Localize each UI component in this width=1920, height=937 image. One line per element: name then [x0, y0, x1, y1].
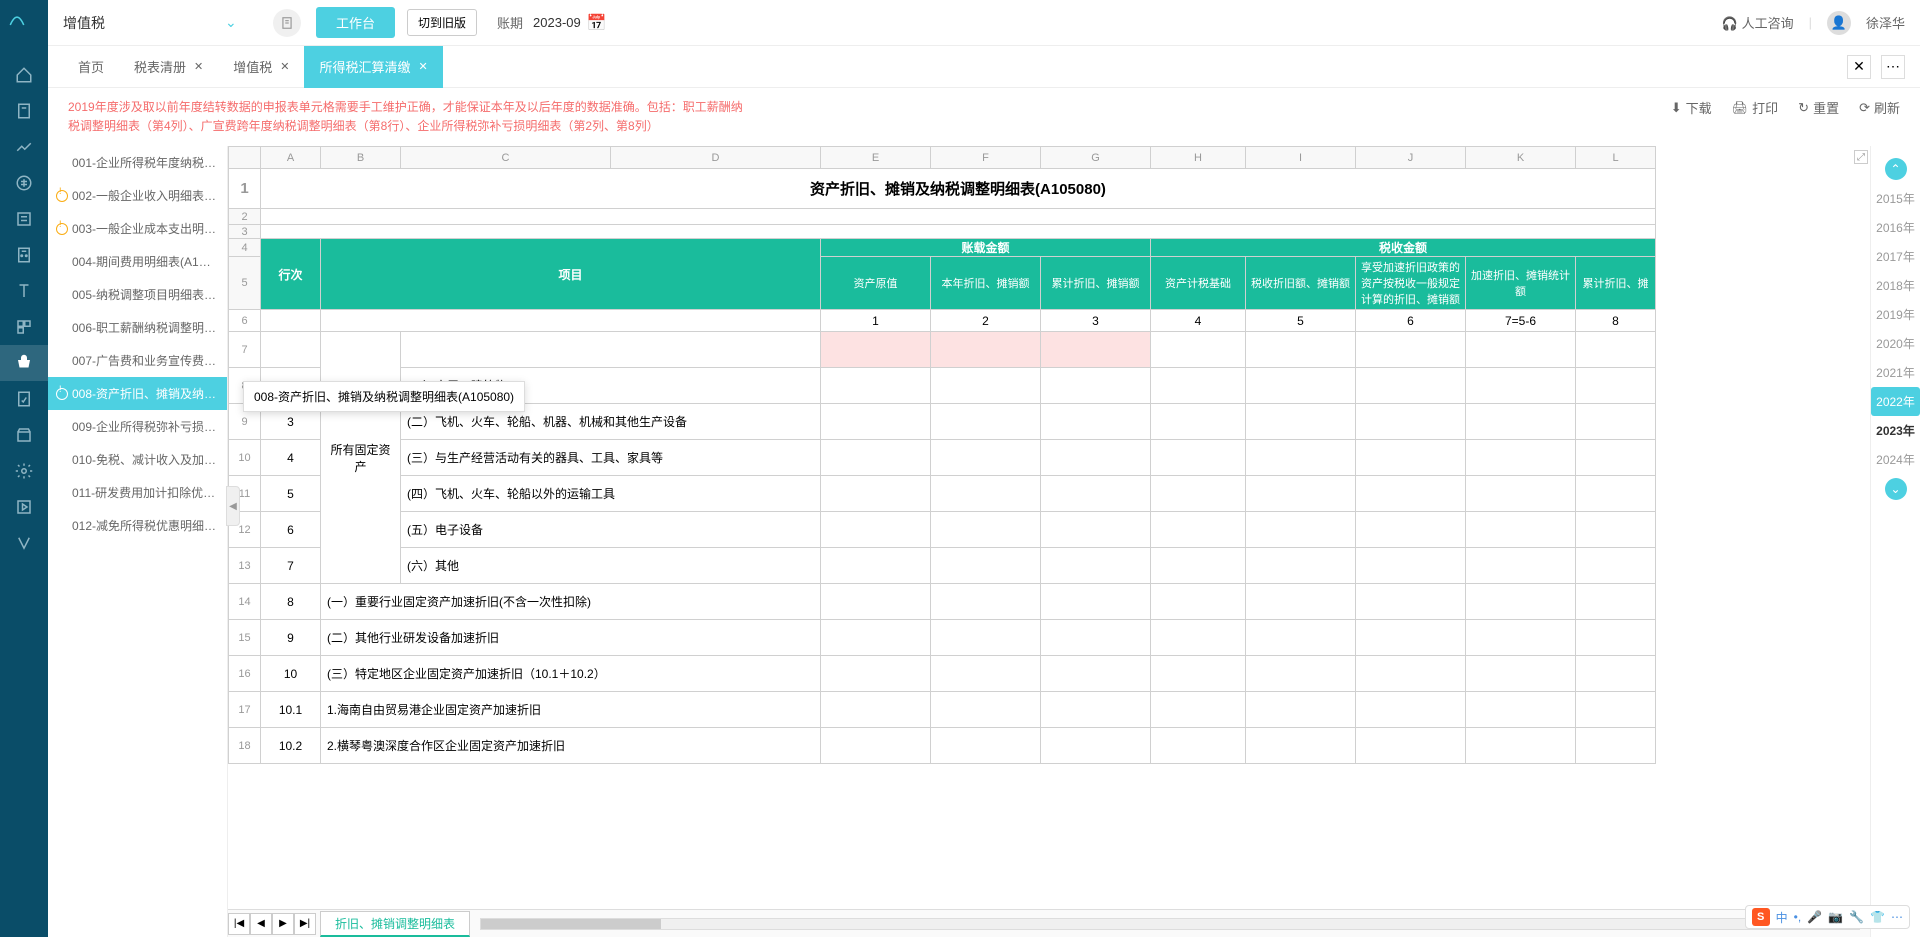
form-list-item[interactable]: 012-减免所得税优惠明细表(... [48, 509, 227, 542]
nav-report-icon[interactable] [0, 381, 48, 417]
nav-list-icon[interactable] [0, 201, 48, 237]
switch-old-button[interactable]: 切到旧版 [407, 9, 477, 36]
tab[interactable]: 增值税✕ [218, 46, 304, 88]
table-row[interactable]: 104(三）与生产经营活动有关的器具、工具、家具等 [229, 440, 1656, 476]
tab[interactable]: 税表清册✕ [119, 46, 218, 88]
tab-close-icon[interactable]: ✕ [280, 60, 289, 73]
form-list-item[interactable]: 006-职工薪酬纳税调整明细... [48, 311, 227, 344]
nav-play-icon[interactable] [0, 489, 48, 525]
year-item[interactable]: 2020年 [1876, 329, 1915, 358]
sheet-first-button[interactable]: |◀ [228, 913, 250, 935]
form-list-item[interactable]: 009-企业所得税弥补亏损明... [48, 410, 227, 443]
form-list-item[interactable]: 005-纳税调整项目明细表(A1... [48, 278, 227, 311]
tabs-more-button[interactable]: ⋯ [1881, 55, 1905, 79]
table-row[interactable]: 1610(三）特定地区企业固定资产加速折旧（10.1＋10.2） [229, 656, 1656, 692]
year-item[interactable]: 2017年 [1876, 242, 1915, 271]
reset-button[interactable]: ↻ 重置 [1798, 98, 1839, 117]
username[interactable]: 徐泽华 [1866, 13, 1905, 32]
form-list-item[interactable]: 004-期间费用明细表(A1040... [48, 245, 227, 278]
form-list-item[interactable]: 003-一般企业成本支出明细... [48, 212, 227, 245]
collapse-sidebar-handle[interactable]: ◀ [226, 486, 240, 526]
print-button[interactable]: 🖨 打印 [1732, 98, 1779, 117]
nav-home-icon[interactable] [0, 57, 48, 93]
tab-close-icon[interactable]: ✕ [194, 60, 203, 73]
nav-v-icon[interactable] [0, 525, 48, 561]
nav-archive-icon[interactable] [0, 417, 48, 453]
column-headers: A B C D E F G H I J K L [229, 147, 1656, 169]
header: 增值税 ⌄ 工作台 切到旧版 账期 2023-09 📅 🎧 人工咨询 | 👤 徐… [48, 0, 1920, 46]
table-row[interactable]: 137(六）其他 [229, 548, 1656, 584]
form-list-item[interactable]: 010-免税、减计收入及加计... [48, 443, 227, 476]
tab-close-icon[interactable]: ✕ [419, 60, 428, 73]
sheet-next-button[interactable]: ▶ [272, 913, 294, 935]
period-label: 账期 [497, 13, 523, 32]
year-item[interactable]: 2018年 [1876, 271, 1915, 300]
spreadsheet[interactable]: ⤢ A B C D E F G H I J [228, 146, 1870, 909]
table-row[interactable]: 7所有固定资产 [229, 332, 1656, 368]
sheet-tab[interactable]: 折旧、摊销调整明细表 [320, 911, 470, 937]
nav-chart-icon[interactable] [0, 129, 48, 165]
tax-type-selector[interactable]: 增值税 ⌄ [63, 13, 263, 33]
form-list: 001-企业所得税年度纳税申...002-一般企业收入明细表(A1...003-… [48, 146, 228, 937]
year-item[interactable]: 2023年 [1876, 416, 1915, 445]
sheet-last-button[interactable]: ▶| [294, 913, 316, 935]
form-list-item[interactable]: 008-资产折旧、摊销及纳税... [48, 377, 227, 410]
year-item[interactable]: 2016年 [1876, 213, 1915, 242]
table-row[interactable]: 126(五）电子设备 [229, 512, 1656, 548]
horizontal-scrollbar[interactable] [480, 918, 1860, 930]
year-item[interactable]: 2022年 [1871, 387, 1920, 416]
table-row[interactable]: 1710.11.海南自由贸易港企业固定资产加速折旧 [229, 692, 1656, 728]
year-item[interactable]: 2024年 [1876, 445, 1915, 474]
tab-bar: 首页税表清册✕增值税✕所得税汇算清缴✕ ✕ ⋯ [48, 46, 1920, 88]
nav-money-icon[interactable] [0, 165, 48, 201]
form-list-item[interactable]: 011-研发费用加计扣除优惠... [48, 476, 227, 509]
form-list-item[interactable]: 002-一般企业收入明细表(A1... [48, 179, 227, 212]
form-list-item[interactable]: 001-企业所得税年度纳税申... [48, 146, 227, 179]
warning-text: 2019年度涉及取以前年度结转数据的申报表单元格需要手工维护正确，才能保证本年及… [68, 98, 748, 136]
table-row[interactable]: 115(四）飞机、火车、轮船以外的运输工具 [229, 476, 1656, 512]
table-row[interactable]: 1810.22.横琴粤澳深度合作区企业固定资产加速折旧 [229, 728, 1656, 764]
sheet-title: 资产折旧、摊销及纳税调整明细表(A105080) [261, 169, 1656, 209]
ime-toolbar[interactable]: S 中 •, 🎤 📷 🔧 👕 ⋯ [1745, 905, 1910, 929]
refresh-button[interactable]: ⟳ 刷新 [1859, 98, 1900, 117]
table-row[interactable]: 148(一）重要行业固定资产加速折旧(不含一次性扣除) [229, 584, 1656, 620]
year-item[interactable]: 2019年 [1876, 300, 1915, 329]
year-rail: ⌃ 2015年2016年2017年2018年2019年2020年2021年202… [1870, 146, 1920, 937]
tab[interactable]: 所得税汇算清缴✕ [304, 46, 442, 88]
chevron-down-icon: ⌄ [225, 14, 237, 31]
calendar-icon[interactable]: 📅 [587, 13, 607, 33]
year-down-button[interactable]: ⌄ [1885, 478, 1907, 500]
app-logo [8, 10, 40, 42]
table-row[interactable]: 159(二）其他行业研发设备加速折旧 [229, 620, 1656, 656]
form-list-item[interactable]: 007-广告费和业务宣传费跨... [48, 344, 227, 377]
form-tooltip: 008-资产折旧、摊销及纳税调整明细表(A105080) [243, 381, 525, 412]
user-avatar-icon[interactable]: 👤 [1827, 11, 1851, 35]
toolbar: ⬇ 下载 🖨 打印 ↻ 重置 ⟳ 刷新 [1671, 98, 1900, 136]
download-button[interactable]: ⬇ 下载 [1671, 98, 1712, 117]
icon-sidebar [0, 0, 48, 937]
nav-settings-icon[interactable] [0, 453, 48, 489]
tab[interactable]: 首页 [63, 46, 119, 88]
nav-text-icon[interactable] [0, 273, 48, 309]
year-item[interactable]: 2015年 [1876, 184, 1915, 213]
close-all-tabs-button[interactable]: ✕ [1847, 55, 1871, 79]
ime-logo-icon: S [1752, 908, 1770, 926]
nav-grid-icon[interactable] [0, 309, 48, 345]
tax-type-label: 增值税 [63, 13, 105, 33]
doc-icon-button[interactable] [273, 9, 301, 37]
category-cell: 所有固定资产 [321, 332, 401, 584]
sheet-bottom-bar: |◀ ◀ ▶ ▶| 折旧、摊销调整明细表 [228, 909, 1870, 937]
consult-link[interactable]: 🎧 人工咨询 [1722, 13, 1794, 32]
nav-tax-icon[interactable] [0, 345, 48, 381]
expand-sheet-button[interactable]: ⤢ [1854, 150, 1868, 164]
year-item[interactable]: 2021年 [1876, 358, 1915, 387]
sheet-prev-button[interactable]: ◀ [250, 913, 272, 935]
nav-calc-icon[interactable] [0, 237, 48, 273]
period-value: 2023-09 [533, 15, 581, 30]
year-up-button[interactable]: ⌃ [1885, 158, 1907, 180]
nav-doc-icon[interactable] [0, 93, 48, 129]
workbench-button[interactable]: 工作台 [316, 7, 395, 38]
